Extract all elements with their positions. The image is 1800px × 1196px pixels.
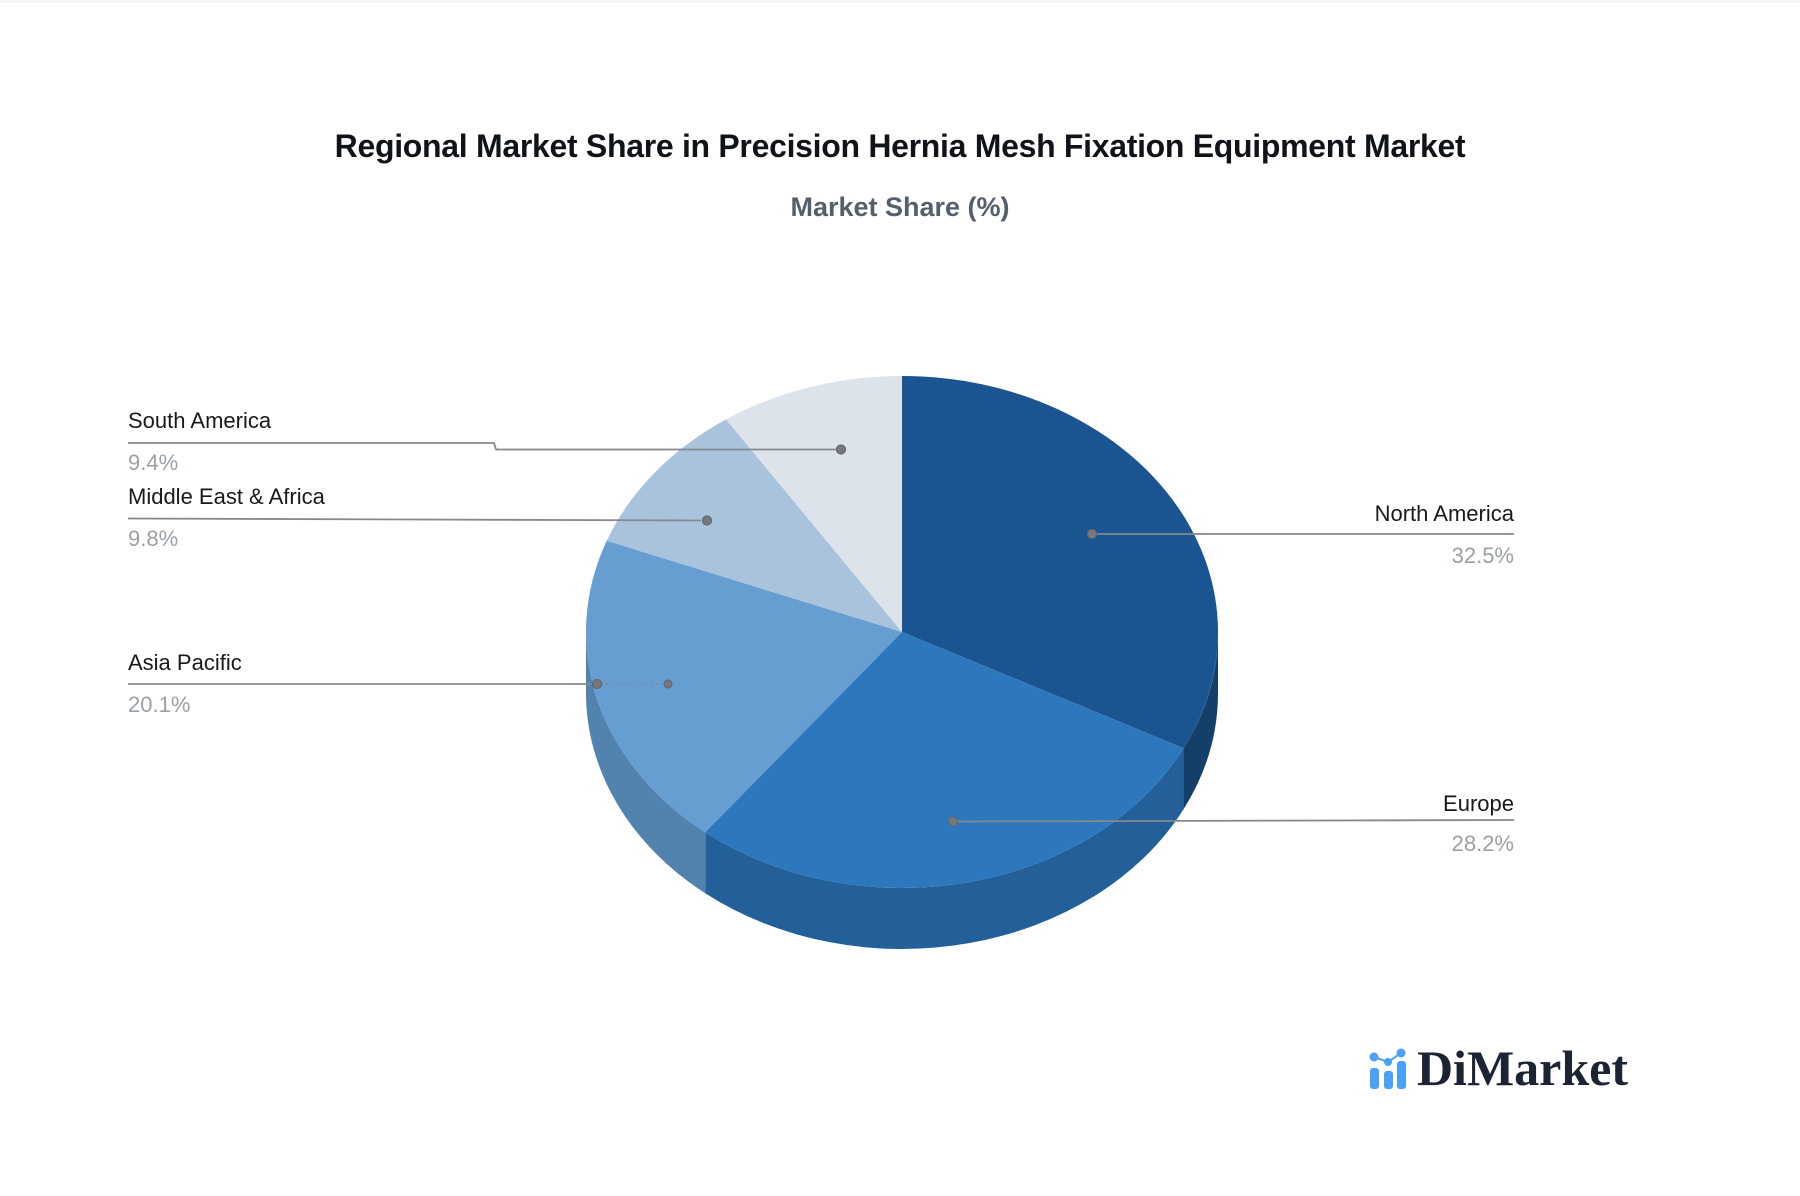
chart-title: Regional Market Share in Precision Herni…	[334, 128, 1466, 164]
bar-chart-icon-bars	[1370, 1061, 1406, 1089]
pie-slice-south-america	[726, 376, 902, 632]
top-border	[0, 0, 1800, 3]
label-middle-east-africa-value: 9.8%	[128, 526, 179, 551]
label-south-america-value: 9.4%	[128, 450, 179, 475]
pie-slice-north-america	[902, 376, 1218, 749]
leader-dot-middle-east-africa	[701, 515, 713, 526]
leader-dot-north-america	[1086, 528, 1098, 540]
leader-line-south-america	[128, 442, 836, 451]
pie-slice-side-north-america	[1183, 632, 1218, 810]
bar-chart-icon	[1369, 1048, 1406, 1089]
label-north-america-value: 32.5%	[1451, 543, 1514, 568]
leader-line-europe	[952, 819, 1515, 823]
label-asia-pacific-name: Asia Pacific	[128, 650, 242, 675]
label-europe-name: Europe	[1443, 791, 1514, 816]
pie-slice-europe	[705, 632, 1184, 889]
chart-subtitle: Market Share (%)	[790, 192, 1010, 222]
bar-chart-icon-sparkline	[1369, 1048, 1406, 1066]
leader-dot-south-america	[835, 444, 847, 455]
label-north-america-name: North America	[1374, 501, 1514, 526]
pie-slice-middle-east-africa	[606, 419, 902, 632]
brand-logo-text: DiMarket	[1416, 1040, 1628, 1096]
label-asia-pacific-value: 20.1%	[128, 692, 191, 717]
leader-dot-europe	[947, 816, 959, 827]
leader-line-middle-east-africa	[127, 517, 702, 522]
label-south-america-name: South America	[128, 408, 272, 433]
pie-slice-side-europe	[705, 748, 1184, 950]
pie-slice-side-asia-pacific	[586, 632, 706, 894]
leader-dot-asia-pacific	[591, 678, 603, 690]
label-middle-east-africa-name: Middle East & Africa	[128, 484, 325, 509]
label-europe-value: 28.2%	[1451, 831, 1514, 856]
leader-dot2-asia-pacific	[663, 679, 673, 689]
pie-slice-asia-pacific	[585, 540, 902, 833]
